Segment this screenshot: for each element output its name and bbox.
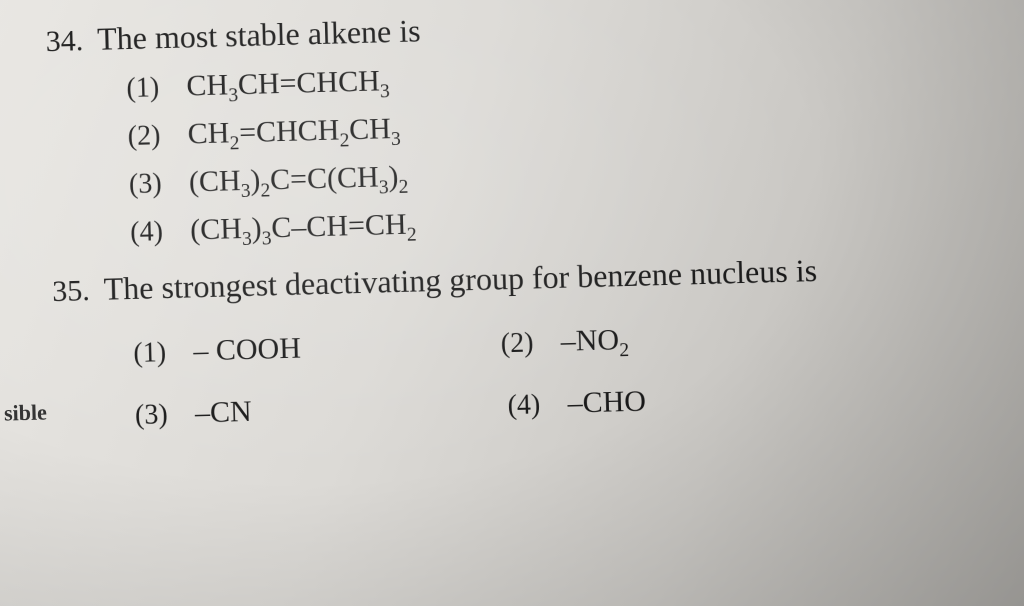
option-3: (3) –CN: [135, 395, 253, 432]
question-text: The strongest deactivating group for ben…: [103, 249, 817, 311]
option-1: (1) CH3CH=CHCH3: [126, 49, 981, 105]
option-number: (4): [507, 389, 556, 422]
question-text: The most stable alkene is: [97, 12, 421, 57]
option-formula: (CH3)2C=C(CH3)2: [189, 160, 409, 200]
option-4: (4) –CHO: [507, 385, 646, 423]
option-4: (4) (CH3)3C–CH=CH2: [130, 193, 985, 249]
option-number: (3): [129, 168, 178, 201]
option-number: (1): [126, 72, 175, 105]
option-1: (1) – COOH: [133, 332, 301, 370]
page-content: 34. The most stable alkene is (1) CH3CH=…: [0, 0, 1024, 450]
option-2: (2) CH2=CHCH2CH3: [127, 97, 982, 153]
option-2: (2) –NO2: [500, 323, 629, 360]
option-number: (2): [127, 120, 176, 153]
option-3: (3) (CH3)2C=C(CH3)2: [129, 145, 984, 201]
option-formula: CH3CH=CHCH3: [186, 64, 390, 103]
question-number: 35.: [41, 274, 90, 309]
option-formula: –NO2: [560, 323, 629, 359]
option-number: (4): [130, 216, 179, 249]
option-formula: – COOH: [193, 332, 301, 369]
option-number: (1): [133, 337, 182, 370]
option-formula: –CHO: [567, 385, 646, 421]
option-formula: CH2=CHCH2CH3: [187, 112, 401, 152]
question-34: 34. The most stable alkene is: [35, 0, 980, 59]
question-34-options: (1) CH3CH=CHCH3 (2) CH2=CHCH2CH3 (3) (CH…: [126, 49, 984, 249]
question-35: 35. The strongest deactivating group for…: [41, 245, 986, 313]
option-formula: (CH3)3C–CH=CH2: [190, 208, 417, 248]
question-35-options: (1) – COOH (2) –NO2 (3) –CN (4) –CHO: [133, 300, 990, 446]
question-number: 34.: [35, 24, 84, 59]
option-number: (3): [135, 399, 184, 432]
option-number: (2): [500, 327, 549, 360]
option-formula: –CN: [195, 395, 253, 430]
